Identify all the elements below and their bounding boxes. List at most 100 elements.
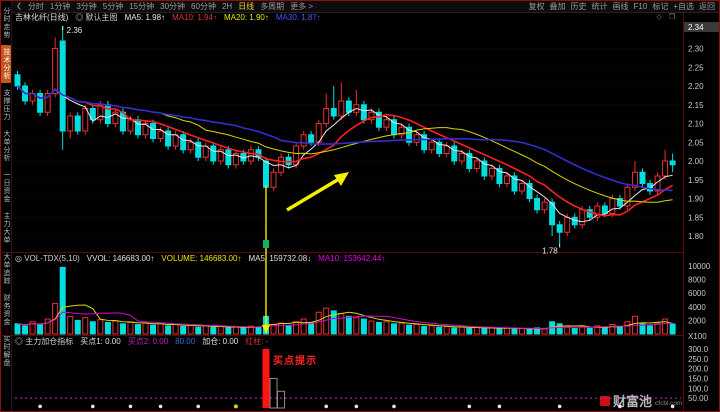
svg-text:2.30: 2.30 (688, 45, 704, 54)
ma20-line (17, 85, 673, 203)
header-segment: MA30: 1.87↑ (275, 13, 321, 22)
svg-text:2.00: 2.00 (688, 157, 704, 166)
ma10-line (16, 85, 673, 217)
header-segment: VOLUME: 146683.00↑ (161, 254, 242, 263)
period-tab-1分钟[interactable]: 1分钟 (49, 2, 71, 11)
menu-item-+自选[interactable]: +自选 (673, 2, 694, 11)
sidebar-item-主力大单[interactable]: 主力大单 (3, 212, 10, 244)
svg-text:100.0: 100.0 (688, 384, 709, 393)
header-segment: ◎ 默认主图 (75, 13, 118, 22)
sidebar-item-分时走势[interactable]: 分时走势 (3, 7, 10, 39)
price-ma-lines (16, 85, 673, 223)
menu-item-叠加[interactable]: 叠加 (549, 2, 566, 11)
period-tab-3分钟[interactable]: 3分钟 (76, 2, 97, 11)
period-tab-30分钟[interactable]: 30分钟 (160, 2, 186, 11)
candlesticks (14, 26, 676, 244)
main-chart-header: 吉林化纤(日线) ◎ 默认主图 MA5: 1.98↑ MA10: 1.94↑ MA20:… (15, 13, 321, 22)
menu-item-历史[interactable]: 历史 (570, 2, 587, 11)
menu-item-复权[interactable]: 复权 (528, 2, 545, 11)
sidebar-item-大单分析[interactable]: 大单分析 (3, 130, 10, 162)
svg-text:8000: 8000 (688, 276, 706, 285)
period-tab-多周期[interactable]: 多周期 (260, 2, 285, 11)
trend-arrow-icon (286, 172, 349, 212)
volume-axis-labels: 10000 8000 6000 4000 2000 X100 (688, 262, 711, 341)
ma5-line (17, 85, 673, 223)
svg-text:2000: 2000 (688, 316, 706, 325)
header-segment: 买点2: 0.00 (127, 337, 169, 346)
header-segment: ◎ VOL-TDX(5,10) (15, 254, 80, 263)
sidebar-item-大单追踪[interactable]: 大单追踪 (3, 253, 10, 285)
period-tab-15分钟[interactable]: 15分钟 (129, 2, 155, 11)
period-tabs: 分时 1分钟 3分钟 5分钟 15分钟 30分钟 60分钟 2H 日线 多周期 更多 > (28, 1, 313, 12)
toolbar-right-menu: 复权 叠加 历史 统计 画线 F10 标记 +自选 返回 (529, 1, 715, 12)
menu-item-F10[interactable]: F10 (633, 2, 648, 11)
price-axis-labels: 2.34 2.30 2.25 2.20 2.15 2.10 2.05 2.00 1.95 1.90… (684, 22, 719, 241)
period-tab-2H[interactable]: 2H (221, 2, 233, 11)
svg-text:250.0: 250.0 (688, 355, 709, 364)
sidebar-item-实时解盘[interactable]: 实时解盘 (3, 335, 10, 367)
svg-text:4000: 4000 (688, 303, 706, 312)
watermark: 财富池 cfcbi.com (600, 395, 682, 408)
header-segment: 加仓: 0.00 (202, 337, 239, 346)
header-segment: MA5: 1.98↑ (124, 13, 166, 22)
header-segment: 80.00 (175, 337, 196, 346)
header-segment: VVOL: 146683.00↑ (86, 254, 155, 263)
header-segment: 吉林化纤(日线) (15, 13, 69, 22)
volume-pane-header: ◎ VOL-TDX(5,10) VVOL: 146683.00↑ VOLUME: 1… (15, 254, 385, 263)
sidebar-item-财务资金[interactable]: 财务资金 (3, 294, 10, 326)
svg-text:6000: 6000 (688, 289, 706, 298)
buy-signal-red-bar (262, 349, 270, 408)
ma30-line (16, 85, 673, 192)
header-segment: MA5: 159732.08↓ (248, 254, 312, 263)
period-tab-60分钟[interactable]: 60分钟 (191, 2, 216, 11)
indicator-pane-header: ◎ 主力加仓指标 买点1: 0.00 买点2: 0.00 80.00 加仓: 0.00 红… (15, 337, 268, 346)
sidebar-item-支撑压力[interactable]: 支撑压力 (3, 89, 10, 121)
sidebar-item-技术分析[interactable]: 技术分析 (1, 45, 11, 83)
pane-separators (2, 12, 719, 411)
volume-ma-lines (17, 304, 673, 330)
svg-text:2.36: 2.36 (67, 26, 83, 35)
menu-item-标记[interactable]: 标记 (652, 2, 669, 11)
price-gridlines (15, 48, 681, 237)
svg-text:2.05: 2.05 (688, 138, 704, 147)
header-segment: MA10: 1.94↑ (172, 13, 217, 22)
period-tab-分时[interactable]: 分时 (27, 2, 44, 11)
period-tab-日线[interactable]: 日线 (238, 2, 255, 11)
svg-text:X100: X100 (688, 332, 707, 341)
indicator-pane-graphics (15, 349, 681, 409)
svg-text:2.25: 2.25 (688, 63, 704, 72)
buy-signal-label: 买点提示 (273, 356, 317, 367)
watermark-name: 财富池 (613, 394, 653, 409)
period-tab-更多 >[interactable]: 更多 > (290, 2, 314, 11)
svg-text:1.78: 1.78 (542, 247, 558, 256)
svg-text:1.85: 1.85 (688, 213, 704, 222)
menu-item-返回[interactable]: 返回 (699, 2, 715, 11)
signal-down-arrow-icon (261, 325, 270, 334)
header-segment: MA20: 1.90↑ (223, 13, 269, 22)
svg-text:2.15: 2.15 (688, 101, 704, 110)
svg-text:2.10: 2.10 (688, 120, 704, 129)
menu-item-统计[interactable]: 统计 (591, 2, 608, 11)
svg-text:2.20: 2.20 (688, 82, 704, 91)
period-tab-5分钟[interactable]: 5分钟 (102, 2, 124, 11)
sidebar-item-一日资金[interactable]: 一日资金 (3, 171, 10, 203)
svg-text:1.80: 1.80 (688, 232, 704, 241)
collapse-icon[interactable]: ❮ (16, 3, 22, 10)
menu-item-画线[interactable]: 画线 (612, 2, 629, 11)
watermark-site: cfcbi.com (655, 400, 683, 407)
svg-text:300.0: 300.0 (688, 345, 709, 354)
header-segment: ◎ 主力加仓指标 (15, 337, 74, 346)
svg-text:50.00: 50.00 (688, 394, 709, 403)
chart-tool-icon-0[interactable]: ◇ (656, 14, 662, 21)
header-segment: 买点1: 0.00 (80, 337, 121, 346)
left-sidebar: 分时走势技术分析支撑压力大单分析一日资金主力大单大单追踪财务资金实时解盘 (1, 1, 12, 411)
svg-text:150.0: 150.0 (688, 375, 709, 384)
chart-tool-icon-1[interactable]: ❐ (668, 14, 675, 21)
svg-text:200.0: 200.0 (688, 365, 709, 374)
svg-text:2.34: 2.34 (688, 23, 704, 32)
buy-marker-icon (262, 240, 269, 248)
svg-text:10000: 10000 (688, 262, 711, 271)
